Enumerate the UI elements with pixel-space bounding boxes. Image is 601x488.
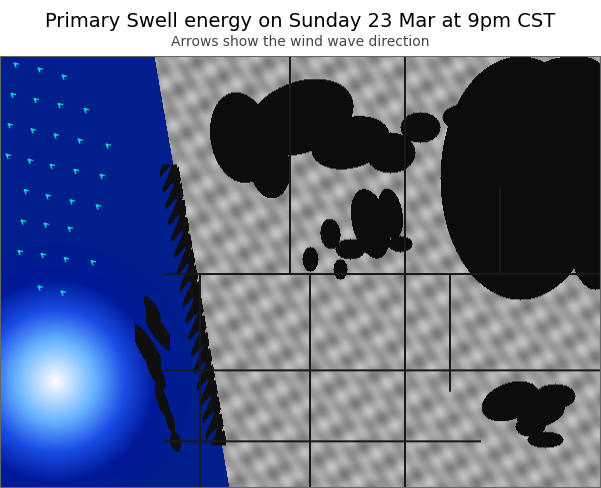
Text: Primary Swell energy on Sunday 23 Mar at 9pm CST: Primary Swell energy on Sunday 23 Mar at… — [45, 12, 556, 31]
Text: Arrows show the wind wave direction: Arrows show the wind wave direction — [171, 35, 430, 49]
Bar — [0, 56, 601, 488]
